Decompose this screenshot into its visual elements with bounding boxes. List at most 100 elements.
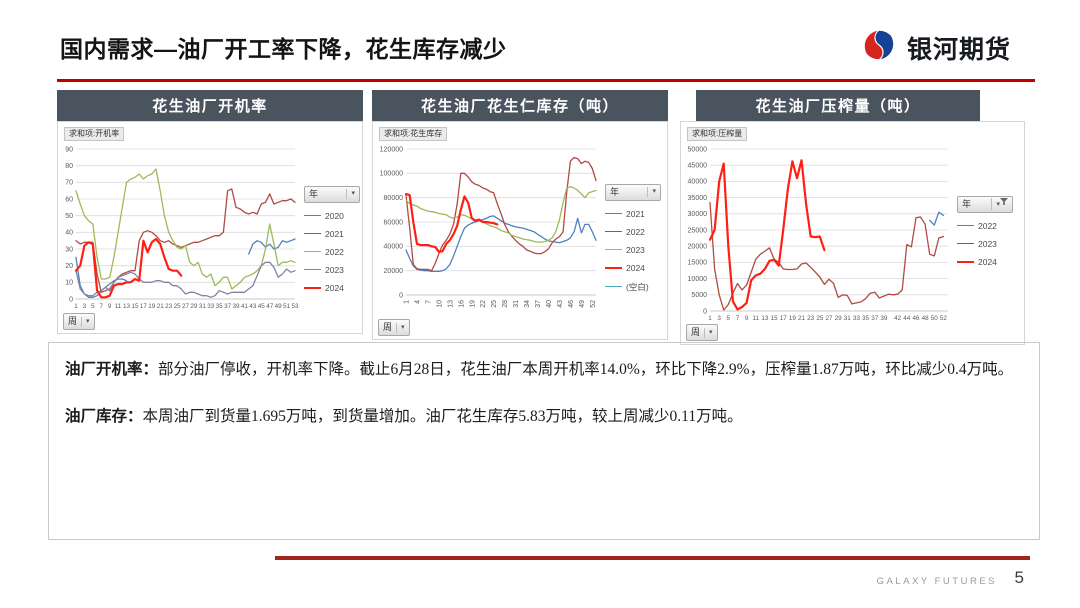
legend-year-filter-button[interactable]: 年 ▾ — [605, 184, 661, 201]
chevron-down-icon: ▾ — [81, 316, 90, 327]
legend-item: 2024 — [605, 263, 661, 273]
legend-year-filter-button[interactable]: 年 ▾ — [957, 196, 1013, 213]
svg-text:27: 27 — [825, 315, 833, 322]
legend-label: 2024 — [325, 282, 344, 293]
legend-label: 2022 — [325, 246, 344, 257]
svg-text:20000: 20000 — [688, 244, 708, 251]
chart-body: 求和项:压榨量 0 5000 10000 15000 20000 25000 30000 350… — [680, 121, 1025, 345]
svg-text:40: 40 — [65, 230, 73, 237]
svg-text:90: 90 — [65, 146, 73, 153]
legend-item: 2022 — [304, 247, 360, 257]
svg-text:29: 29 — [835, 315, 843, 322]
notes-box: 油厂开机率：部分油厂停收，开机率下降。截止6月28日，花生油厂本周开机率14.0… — [48, 342, 1040, 540]
svg-text:17: 17 — [780, 315, 788, 322]
svg-text:53: 53 — [291, 303, 299, 310]
svg-text:70: 70 — [65, 180, 73, 187]
chart-panel-2: 花生油厂花生仁库存（吨） 求和项:花生库存 0 20000 40000 60000 8000… — [372, 90, 668, 340]
svg-text:46: 46 — [568, 300, 575, 308]
svg-text:31: 31 — [844, 315, 852, 322]
legend-item: 2023 — [304, 265, 360, 275]
svg-text:48: 48 — [922, 315, 930, 322]
svg-text:1: 1 — [74, 303, 78, 310]
svg-text:100000: 100000 — [380, 171, 403, 178]
chart-panel-1: 花生油厂开机率 求和项:开机率 0 10 20 30 40 50 60 70 80 90 1 3 5 7 9 11… — [57, 90, 363, 334]
svg-text:50000: 50000 — [688, 146, 708, 153]
svg-text:43: 43 — [557, 300, 564, 308]
svg-text:15: 15 — [131, 303, 139, 310]
legend-item: 2022 — [605, 227, 661, 237]
svg-text:7: 7 — [736, 315, 740, 322]
svg-text:13: 13 — [447, 300, 454, 308]
legend-label: 2023 — [325, 264, 344, 275]
svg-text:1: 1 — [708, 315, 712, 322]
svg-text:31: 31 — [199, 303, 207, 310]
legend-item: (空白) — [605, 281, 661, 293]
chart-legend: 年 ▾ 2022 2023 2024 — [957, 194, 1013, 267]
svg-text:11: 11 — [115, 303, 122, 310]
pivot-field-button[interactable]: 求和项:花生库存 — [379, 127, 448, 142]
legend-item: 2023 — [957, 239, 1013, 249]
svg-text:25: 25 — [491, 300, 498, 308]
svg-text:23: 23 — [807, 315, 815, 322]
svg-text:37: 37 — [535, 300, 542, 308]
svg-text:5000: 5000 — [691, 292, 707, 299]
svg-text:37: 37 — [871, 315, 879, 322]
chart-panel-3: 花生油厂压榨量（吨） 求和项:压榨量 0 5000 10000 15000 20000 250… — [680, 90, 1025, 345]
svg-text:1: 1 — [404, 300, 411, 304]
galaxy-futures-logo: 银河期货 — [860, 26, 1011, 69]
filter-funnel-icon: ▾ — [991, 198, 1008, 211]
svg-text:0: 0 — [69, 296, 73, 303]
svg-text:5: 5 — [727, 315, 731, 322]
svg-text:45: 45 — [258, 303, 266, 310]
week-axis-filter-button[interactable]: 周 ▾ — [378, 319, 410, 336]
svg-text:35: 35 — [216, 303, 224, 310]
svg-text:39: 39 — [880, 315, 888, 322]
svg-text:9: 9 — [745, 315, 749, 322]
svg-text:19: 19 — [789, 315, 797, 322]
svg-text:10000: 10000 — [688, 276, 708, 283]
legend-line-swatch — [605, 231, 622, 233]
legend-line-swatch — [605, 249, 622, 251]
week-axis-filter-button[interactable]: 周 ▾ — [686, 324, 718, 341]
legend-label: 2021 — [325, 228, 344, 239]
legend-item: 2021 — [605, 209, 661, 219]
svg-text:44: 44 — [903, 315, 911, 322]
legend-label: 2022 — [626, 226, 645, 237]
legend-label: 2023 — [978, 238, 997, 249]
svg-text:35: 35 — [862, 315, 870, 322]
legend-line-swatch — [957, 225, 974, 227]
svg-text:49: 49 — [579, 300, 586, 308]
legend-line-swatch — [957, 260, 974, 263]
svg-text:19: 19 — [469, 300, 476, 308]
svg-text:31: 31 — [513, 300, 520, 308]
week-axis-filter-button[interactable]: 周 ▾ — [63, 313, 95, 330]
svg-text:3: 3 — [83, 303, 87, 310]
pivot-field-button[interactable]: 求和项:压榨量 — [687, 127, 748, 142]
chart-plot: 0 5000 10000 15000 20000 25000 30000 35000 40000… — [688, 146, 948, 322]
svg-text:11: 11 — [752, 315, 759, 322]
svg-text:50: 50 — [931, 315, 939, 322]
svg-text:15000: 15000 — [688, 260, 708, 267]
svg-text:20000: 20000 — [384, 268, 404, 275]
legend-label: 2024 — [626, 262, 645, 273]
legend-item: 2021 — [304, 229, 360, 239]
legend-year-filter-button[interactable]: 年 ▾ — [304, 186, 360, 203]
pivot-field-button[interactable]: 求和项:开机率 — [64, 127, 125, 142]
chart-plot: 0 20000 40000 60000 80000 100000 120000 1 4 7 10 13… — [380, 146, 597, 308]
svg-text:5: 5 — [91, 303, 95, 310]
svg-text:52: 52 — [940, 315, 948, 322]
legend-label: 2022 — [978, 220, 997, 231]
legend-label: 2020 — [325, 210, 344, 221]
chevron-down-icon: ▾ — [346, 189, 355, 200]
svg-text:50: 50 — [65, 213, 73, 220]
svg-text:7: 7 — [100, 303, 104, 310]
legend-item: 2024 — [304, 283, 360, 293]
legend-line-swatch — [605, 213, 622, 215]
svg-text:10: 10 — [436, 300, 443, 308]
svg-text:7: 7 — [425, 300, 432, 304]
svg-text:21: 21 — [798, 315, 806, 322]
svg-text:20: 20 — [65, 263, 73, 270]
legend-line-swatch — [957, 243, 974, 245]
svg-text:21: 21 — [157, 303, 165, 310]
page-title: 国内需求—油厂开工率下降，花生库存减少 — [60, 36, 507, 62]
